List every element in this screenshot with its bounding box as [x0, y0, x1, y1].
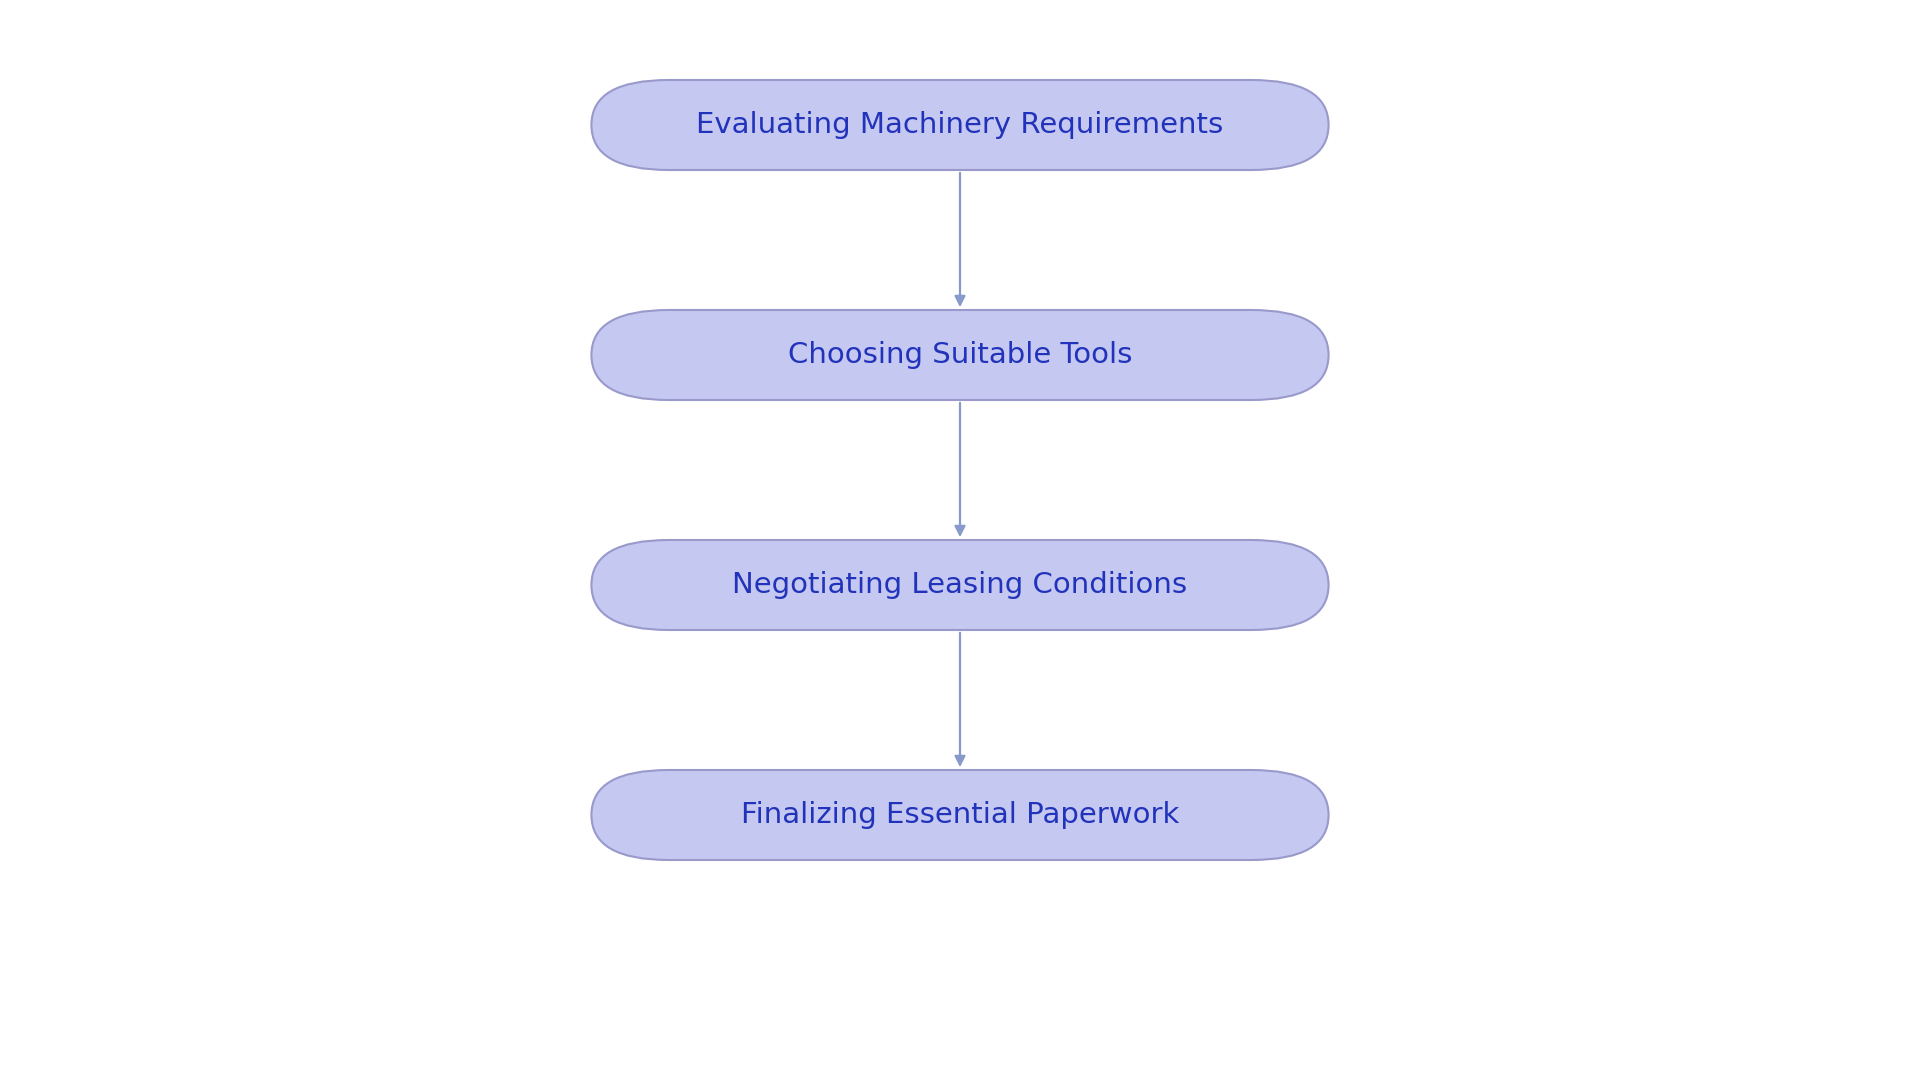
- Text: Choosing Suitable Tools: Choosing Suitable Tools: [787, 341, 1133, 369]
- Text: Negotiating Leasing Conditions: Negotiating Leasing Conditions: [732, 571, 1188, 599]
- FancyBboxPatch shape: [591, 540, 1329, 630]
- Text: Finalizing Essential Paperwork: Finalizing Essential Paperwork: [741, 801, 1179, 828]
- Text: Evaluating Machinery Requirements: Evaluating Machinery Requirements: [697, 110, 1223, 139]
- FancyBboxPatch shape: [591, 310, 1329, 400]
- FancyBboxPatch shape: [591, 770, 1329, 860]
- FancyBboxPatch shape: [591, 80, 1329, 170]
